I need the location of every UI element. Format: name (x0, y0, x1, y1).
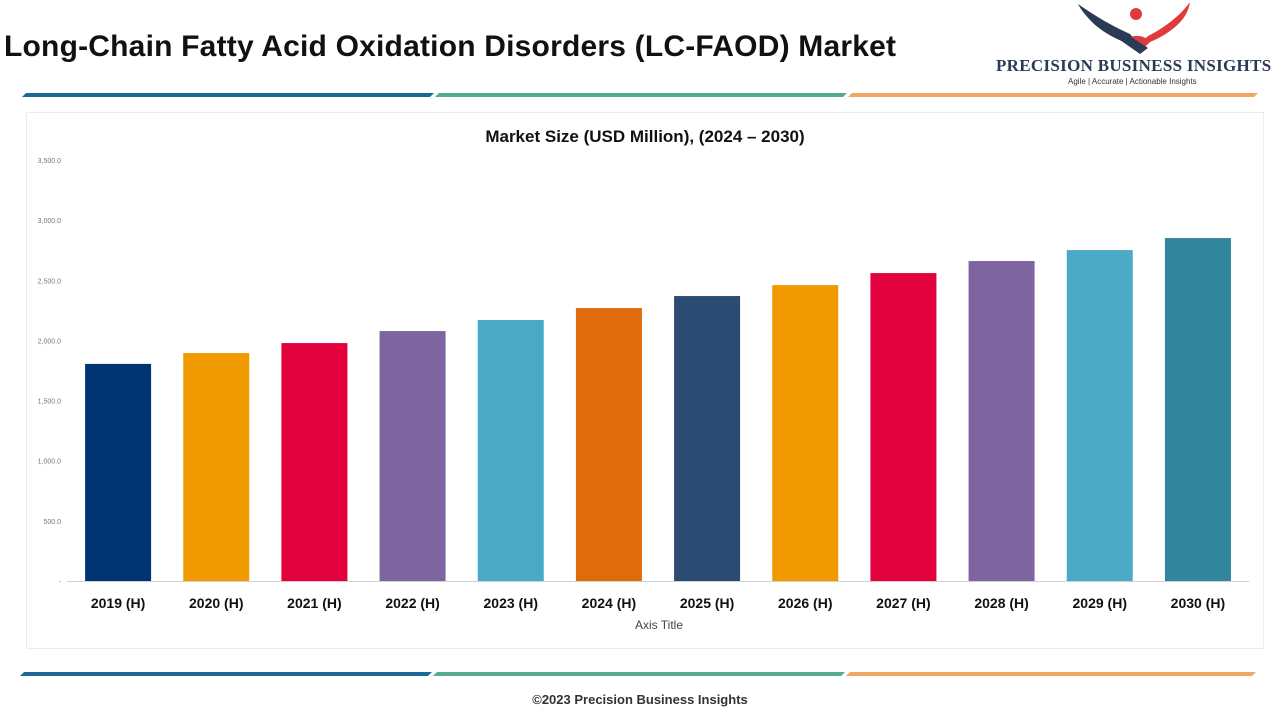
bar-2023 (477, 319, 544, 581)
y-tick-label: 2,500.0 (38, 278, 61, 285)
header-stripe-green (435, 93, 847, 97)
bar-2021 (281, 343, 348, 581)
bar-2024 (575, 308, 642, 581)
x-tick-label: 2029 (H) (1073, 595, 1127, 611)
bar-2025 (674, 296, 741, 581)
x-tick-label: 2023 (H) (484, 595, 538, 611)
y-tick-label: - (59, 579, 62, 586)
y-tick-label: 2,000.0 (38, 338, 61, 345)
header-stripe-orange (848, 93, 1258, 97)
x-tick-label: 2020 (H) (189, 595, 243, 611)
x-tick-label: 2019 (H) (91, 595, 145, 611)
bar-2020 (183, 353, 250, 581)
y-tick-label: 3,500.0 (38, 158, 61, 165)
chart-title: Market Size (USD Million), (2024 – 2030) (485, 127, 804, 146)
x-tick-label: 2030 (H) (1171, 595, 1225, 611)
footer-stripe-green (433, 672, 845, 676)
eagle-handshake-icon (1078, 2, 1190, 54)
bar-2027 (870, 273, 937, 581)
bar-2026 (772, 285, 839, 581)
bar-2029 (1066, 250, 1133, 581)
footer-copyright: ©2023 Precision Business Insights (532, 692, 748, 707)
company-logo: PRECISION BUSINESS INSIGHTS Agile | Accu… (990, 0, 1280, 90)
y-tick-label: 1,000.0 (38, 459, 61, 466)
x-axis-title: Axis Title (635, 618, 683, 632)
y-tick-label: 3,000.0 (38, 218, 61, 225)
x-tick-label: 2022 (H) (385, 595, 439, 611)
x-tick-label: 2021 (H) (287, 595, 341, 611)
logo-tagline: Agile | Accurate | Actionable Insights (1068, 77, 1197, 86)
bar-2019 (85, 363, 152, 581)
header-stripe-blue (22, 93, 434, 97)
x-tick-label: 2025 (H) (680, 595, 734, 611)
logo-company-name: PRECISION BUSINESS INSIGHTS (996, 56, 1272, 75)
x-tick-label: 2027 (H) (876, 595, 930, 611)
footer-stripe-orange (846, 672, 1256, 676)
bar-2022 (379, 331, 446, 581)
bar-2028 (968, 261, 1035, 581)
x-tick-label: 2026 (H) (778, 595, 832, 611)
x-tick-label: 2028 (H) (974, 595, 1028, 611)
x-tick-label: 2024 (H) (582, 595, 636, 611)
page-title: Long-Chain Fatty Acid Oxidation Disorder… (4, 30, 897, 63)
y-tick-label: 500.0 (43, 519, 61, 526)
bar-2030 (1164, 238, 1231, 581)
y-tick-label: 1,500.0 (38, 399, 61, 406)
chart-panel: Market Size (USD Million), (2024 – 2030)… (26, 112, 1264, 649)
bar-chart: Market Size (USD Million), (2024 – 2030)… (38, 127, 1249, 632)
footer-stripe-blue (20, 672, 432, 676)
